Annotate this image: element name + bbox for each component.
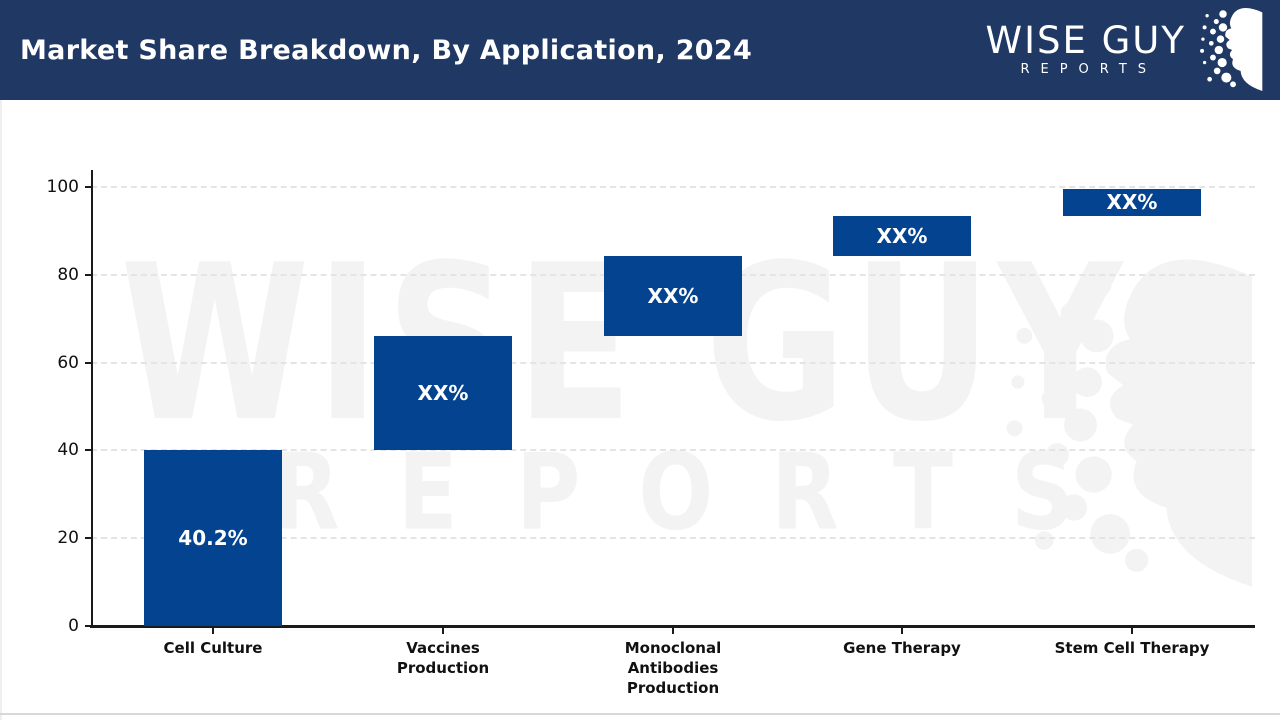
logo-wordmark-sub: REPORTS	[1020, 62, 1158, 77]
gridline-60	[91, 361, 1255, 364]
x-category-line: Monoclonal	[624, 639, 722, 657]
x-category-label: Gene Therapy	[787, 638, 1017, 658]
gridline-40	[91, 449, 1255, 452]
y-tick-20	[85, 537, 91, 540]
x-category-label: Vaccines Production	[328, 638, 558, 678]
y-tick-label: 100	[46, 177, 79, 197]
x-axis-spine	[90, 625, 1255, 628]
bar-2	[604, 256, 742, 337]
y-tick-80	[85, 273, 91, 276]
y-tick-label: 0	[68, 616, 79, 636]
logo-face-icon	[1200, 8, 1263, 91]
bottom-divider	[0, 713, 1280, 715]
y-tick-label: 60	[57, 352, 79, 373]
y-tick-100	[85, 186, 91, 188]
y-tick-0	[85, 625, 91, 627]
logo-wordmark: WISE GUY REPORTS	[986, 22, 1186, 78]
x-tick-3	[901, 628, 903, 634]
x-category-line: Production	[626, 679, 720, 697]
x-category-line: Cell Culture	[163, 639, 263, 657]
y-tick-60	[85, 361, 91, 364]
page-title: Market Share Breakdown, By Application, …	[20, 34, 753, 66]
x-category-line: Gene Therapy	[843, 639, 961, 657]
bar-1	[374, 336, 512, 450]
watermark-face-icon	[1006, 259, 1253, 587]
x-tick-0	[212, 628, 214, 634]
gridline-20	[91, 537, 1255, 540]
bar-value-label: XX%	[647, 284, 699, 309]
x-category-label: Stem Cell Therapy	[1017, 638, 1247, 658]
bar-0	[144, 449, 282, 626]
y-axis-spine	[91, 170, 93, 628]
x-category-line: Antibodies	[627, 659, 719, 677]
x-category-line: Vaccines	[406, 639, 480, 657]
x-category-line: Stem Cell Therapy	[1054, 639, 1210, 657]
bar-value-label: XX%	[876, 223, 928, 248]
gridline-100	[91, 186, 1255, 188]
logo: WISE GUY REPORTS	[986, 4, 1280, 96]
bar-3	[833, 215, 971, 257]
x-tick-1	[442, 628, 444, 634]
bar-value-label: 40.2%	[178, 525, 248, 550]
y-tick-label: 40	[57, 440, 79, 461]
x-category-label: Monoclonal Antibodies Production	[558, 638, 788, 698]
y-tick-40	[85, 449, 91, 452]
bar-value-label: XX%	[417, 380, 469, 405]
x-category-label: Cell Culture	[98, 638, 328, 658]
header-bar: Market Share Breakdown, By Application, …	[0, 0, 1280, 100]
x-tick-4	[1131, 628, 1133, 634]
x-tick-2	[672, 628, 674, 634]
logo-wordmark-main: WISE GUY	[985, 19, 1186, 62]
bar-value-label: XX%	[1106, 190, 1158, 215]
y-tick-label: 80	[57, 264, 79, 285]
x-category-line: Production	[396, 659, 490, 677]
y-tick-label: 20	[57, 528, 79, 549]
bar-4	[1063, 189, 1201, 216]
chart-area: WISE GUY REPORTS 0 20 40 60 80 100 40.2% Cell C…	[0, 100, 1280, 720]
